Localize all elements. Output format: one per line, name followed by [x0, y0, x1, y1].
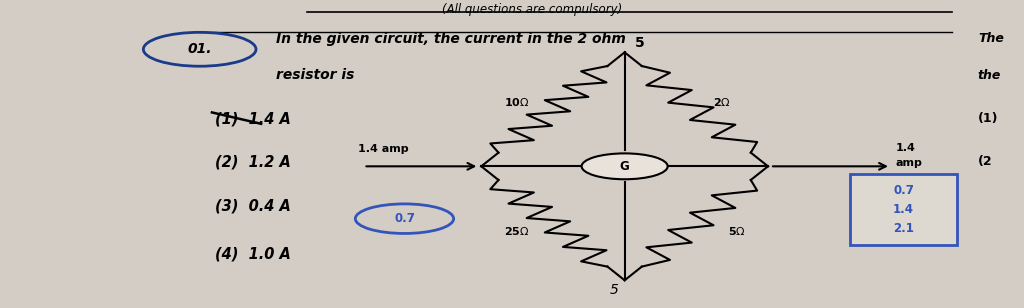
Text: 1.4 amp: 1.4 amp [358, 144, 409, 154]
FancyBboxPatch shape [850, 174, 957, 245]
Text: 5: 5 [610, 282, 618, 297]
Circle shape [582, 153, 668, 179]
Text: 0.7: 0.7 [893, 184, 914, 197]
Text: 10$\Omega$: 10$\Omega$ [505, 96, 529, 107]
Text: the: the [978, 69, 1001, 82]
Text: G: G [620, 160, 630, 173]
Text: 5$\Omega$: 5$\Omega$ [728, 225, 746, 237]
Text: 5: 5 [635, 36, 645, 50]
Text: (1)  1.4 A: (1) 1.4 A [215, 111, 291, 126]
Text: (2: (2 [978, 155, 992, 168]
Text: amp: amp [896, 158, 923, 168]
Text: (1): (1) [978, 112, 998, 125]
Text: (2)  1.2 A: (2) 1.2 A [215, 154, 291, 169]
Text: 25$\Omega$: 25$\Omega$ [505, 225, 529, 237]
Text: 2.1: 2.1 [893, 222, 914, 235]
Text: 1.4: 1.4 [893, 203, 914, 216]
Text: resistor is: resistor is [276, 68, 355, 83]
Text: (4)  1.0 A: (4) 1.0 A [215, 247, 291, 261]
Text: 1.4: 1.4 [896, 143, 915, 153]
Text: The: The [978, 32, 1004, 45]
Text: 01.: 01. [187, 42, 212, 56]
Text: (All questions are compulsory): (All questions are compulsory) [442, 3, 623, 16]
Text: 2$\Omega$: 2$\Omega$ [713, 96, 731, 107]
Text: In the given circuit, the current in the 2 ohm: In the given circuit, the current in the… [276, 31, 627, 46]
Text: 0.7: 0.7 [394, 212, 415, 225]
Text: (3)  0.4 A: (3) 0.4 A [215, 199, 291, 214]
